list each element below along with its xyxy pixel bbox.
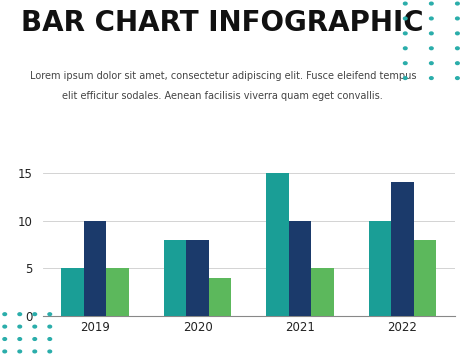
Bar — [164, 240, 186, 316]
Bar — [186, 240, 209, 316]
Text: Lorem ipsum dolor sit amet, consectetur adipiscing elit. Fusce eleifend tempus: Lorem ipsum dolor sit amet, consectetur … — [29, 71, 416, 81]
Bar — [391, 182, 414, 316]
Bar — [414, 240, 436, 316]
Text: elit efficitur sodales. Aenean facilisis viverra quam eget convallis.: elit efficitur sodales. Aenean facilisis… — [63, 91, 383, 100]
Bar — [62, 268, 84, 316]
Bar — [266, 173, 289, 316]
Text: BAR CHART INFOGRAPHIC: BAR CHART INFOGRAPHIC — [21, 9, 424, 37]
Bar — [209, 278, 231, 316]
Bar — [107, 268, 129, 316]
Bar — [369, 220, 391, 316]
Bar — [311, 268, 334, 316]
Bar — [289, 220, 311, 316]
Bar — [84, 220, 107, 316]
